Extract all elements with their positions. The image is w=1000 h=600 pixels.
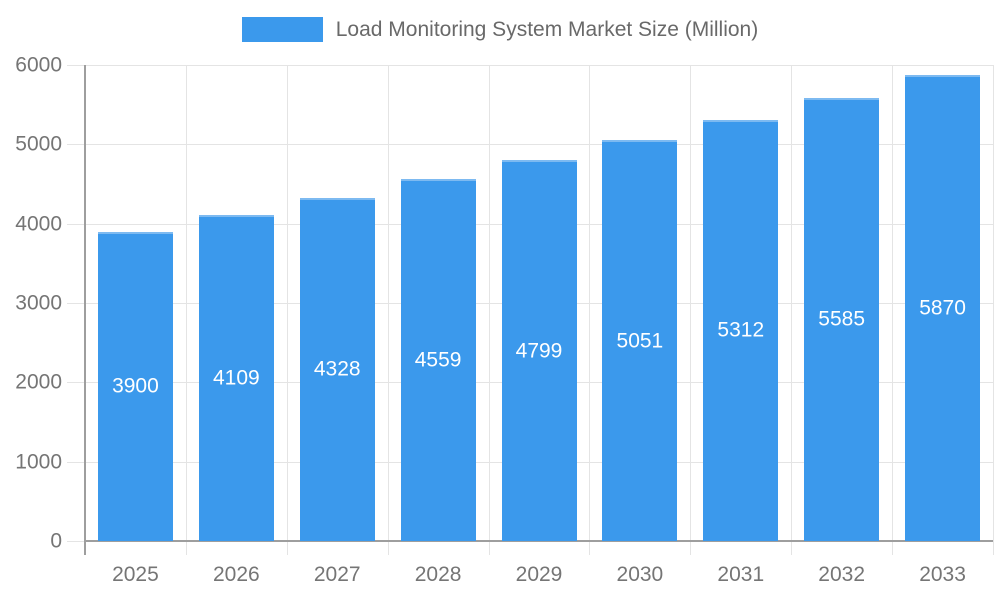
x-tick-mark	[488, 541, 490, 555]
y-tick-label: 2000	[15, 370, 62, 394]
bar-value-label: 5870	[919, 296, 966, 320]
x-tick-mark	[589, 541, 591, 555]
y-tick-label: 5000	[15, 132, 62, 156]
bar	[804, 97, 880, 541]
x-tick-label: 2028	[414, 563, 462, 586]
x-tick-label: 2033	[919, 563, 966, 586]
h-gridline	[85, 144, 993, 146]
y-tick-label: 0	[50, 529, 62, 553]
v-gridline	[488, 65, 490, 541]
bar-value-label: 5585	[818, 307, 866, 331]
x-tick-mark	[690, 541, 692, 555]
bar	[198, 215, 274, 541]
x-tick-mark	[993, 541, 994, 555]
x-axis-line	[85, 540, 993, 542]
bar-value-label: 4328	[313, 357, 361, 381]
v-gridline	[185, 65, 187, 541]
bar	[602, 140, 678, 541]
y-tick-mark	[67, 303, 85, 304]
x-tick-label: 2032	[818, 563, 866, 586]
y-tick-label: 6000	[15, 53, 62, 77]
x-tick-mark	[286, 541, 288, 555]
v-gridline	[589, 65, 591, 541]
x-tick-mark	[791, 541, 793, 555]
bar	[299, 197, 375, 541]
bar	[97, 231, 173, 541]
bar	[905, 75, 981, 541]
x-tick-label: 2030	[616, 563, 664, 586]
plot-area: 0 1000 2000 3000 4000 5000 6000 3900 2025 4109 202…	[15, 55, 994, 585]
x-tick-label: 2031	[717, 563, 765, 586]
legend-label: Load Monitoring System Market Size (Mill…	[335, 17, 759, 41]
y-tick-label: 1000	[15, 450, 62, 474]
v-gridline	[993, 65, 994, 541]
y-tick-label: 4000	[15, 212, 62, 236]
x-tick-label: 2026	[212, 563, 260, 586]
bar-value-label: 3900	[112, 374, 159, 398]
y-tick-mark	[67, 65, 85, 66]
v-gridline	[690, 65, 692, 541]
x-tick-label: 2027	[313, 563, 361, 586]
bar	[501, 160, 577, 541]
bar	[703, 119, 779, 541]
y-tick-mark	[67, 144, 85, 146]
bar	[400, 179, 476, 541]
legend-swatch	[241, 17, 323, 42]
bar-value-label: 5312	[717, 318, 765, 342]
y-axis-line	[84, 65, 86, 555]
bar-value-label: 4559	[414, 348, 462, 372]
legend[interactable]: Load Monitoring System Market Size (Mill…	[0, 17, 1000, 42]
h-gridline	[85, 65, 993, 66]
y-tick-mark	[67, 541, 85, 542]
v-gridline	[286, 65, 288, 541]
v-gridline	[387, 65, 389, 541]
y-tick-label: 3000	[15, 291, 62, 315]
x-tick-mark	[185, 541, 187, 555]
y-tick-mark	[67, 461, 85, 463]
v-gridline	[892, 65, 894, 541]
bar-value-label: 4109	[212, 366, 260, 390]
y-tick-mark	[67, 382, 85, 384]
x-tick-mark	[387, 541, 389, 555]
bar-value-label: 4799	[515, 339, 563, 363]
y-tick-mark	[67, 223, 85, 225]
x-tick-label: 2029	[515, 563, 563, 586]
x-tick-mark	[892, 541, 894, 555]
x-tick-label: 2025	[112, 563, 159, 586]
bar-value-label: 5051	[616, 329, 664, 353]
v-gridline	[791, 65, 793, 541]
